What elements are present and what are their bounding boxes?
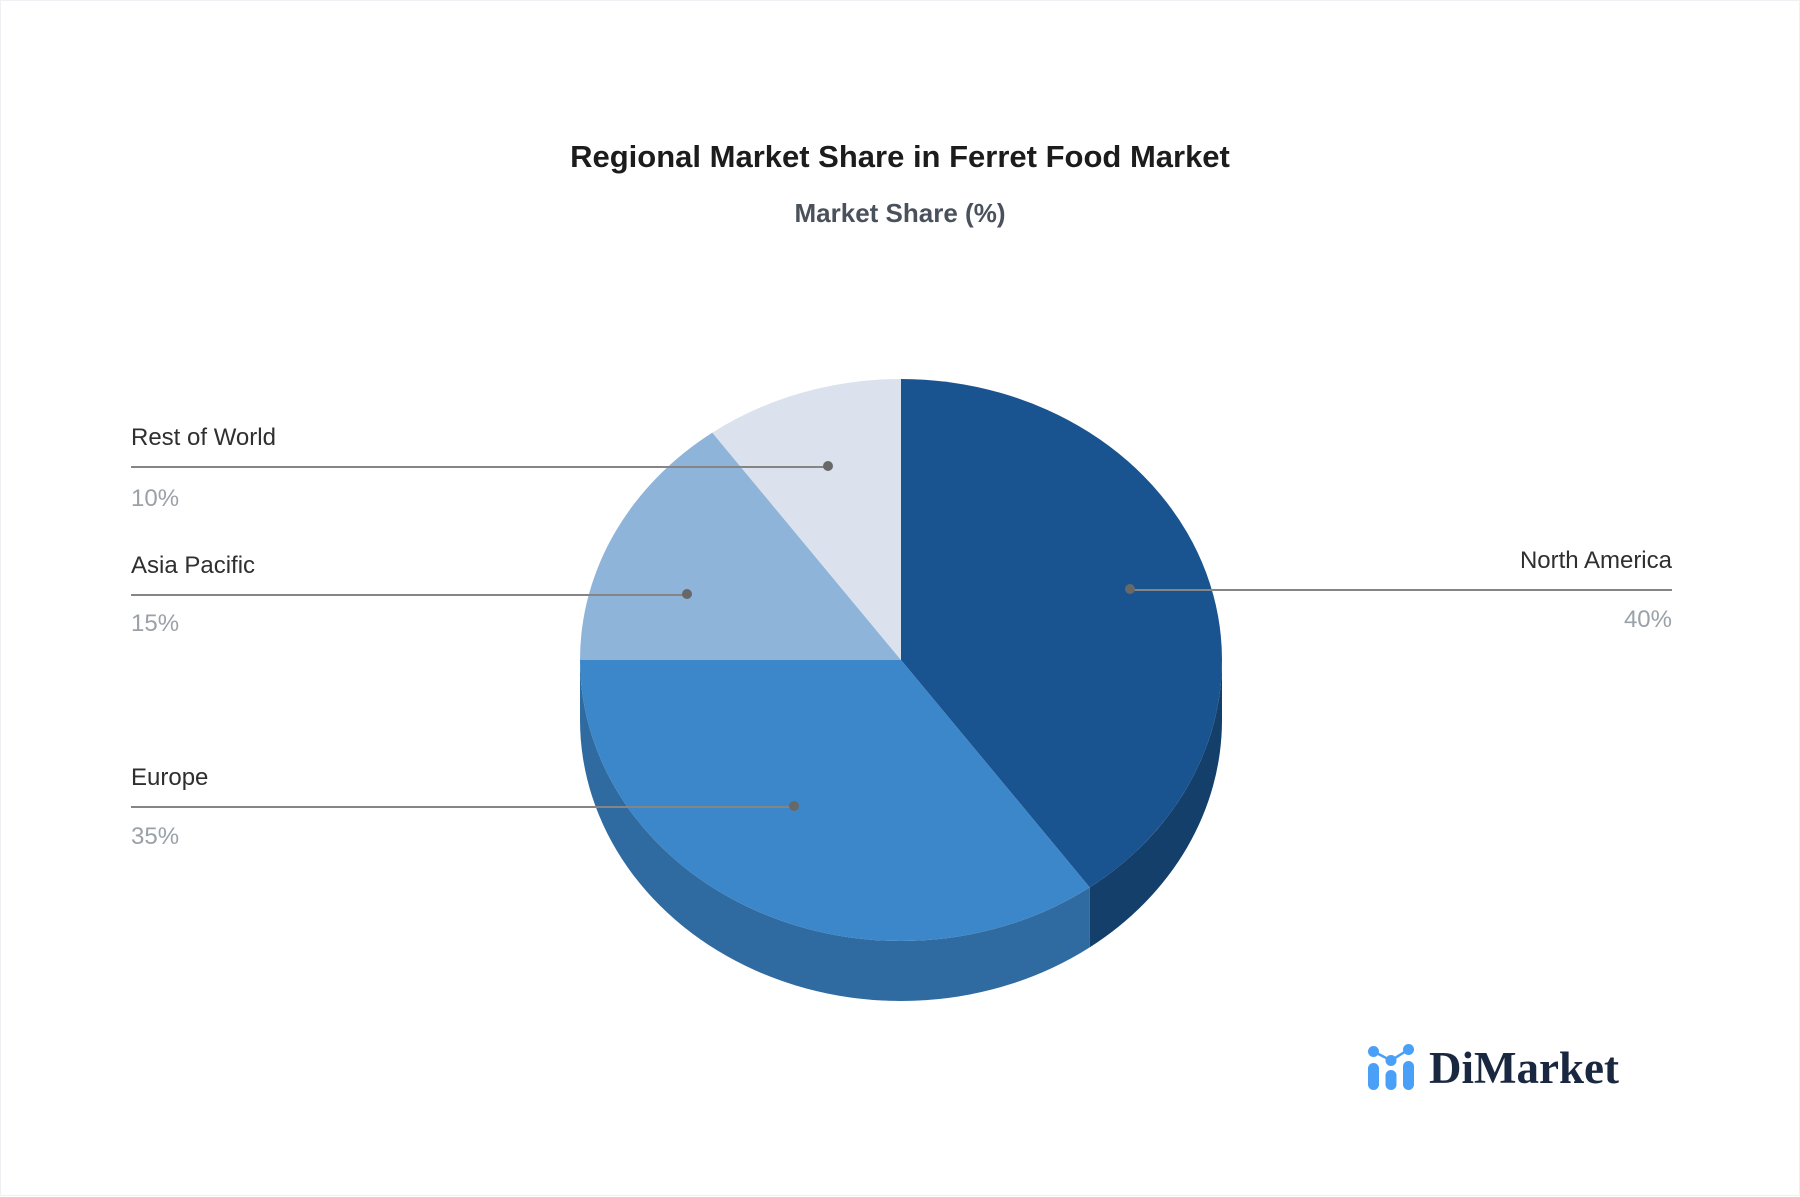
- label-percent: 40%: [1623, 606, 1672, 633]
- pie-slice-rest-of-world[interactable]: [712, 379, 901, 660]
- chart-subtitle: Market Share (%): [794, 198, 1006, 228]
- label-percent: 10%: [131, 485, 180, 512]
- label-text: North America: [1519, 547, 1672, 574]
- leader-line: [131, 806, 795, 808]
- leader-line: [131, 594, 688, 596]
- logo-text: DiMarket: [1429, 1043, 1619, 1093]
- label-text: Rest of World: [131, 424, 276, 451]
- label-text: Asia Pacific: [131, 552, 256, 579]
- label-text: Europe: [131, 764, 209, 791]
- label-percent: 35%: [131, 823, 180, 850]
- pie-slice-europe[interactable]: [580, 660, 1090, 942]
- leader-dot: [789, 801, 799, 811]
- leader-line: [1130, 589, 1672, 591]
- leader-line: [131, 466, 829, 468]
- pie-slice-side-europe: [580, 660, 1090, 1001]
- pie-slice-north-america[interactable]: [901, 379, 1223, 888]
- pie-slice-asia-pacific[interactable]: [580, 432, 901, 660]
- chart-title: Regional Market Share in Ferret Food Mar…: [570, 139, 1230, 174]
- pie-slice-side-north-america: [1089, 660, 1222, 948]
- leader-dot: [1125, 584, 1135, 594]
- label-percent: 15%: [131, 610, 180, 637]
- leader-dot: [823, 461, 833, 471]
- dimarket-logo[interactable]: DiMarket: [1363, 1043, 1619, 1095]
- bar-chart-icon: [1368, 1044, 1414, 1090]
- leader-dot: [682, 589, 692, 599]
